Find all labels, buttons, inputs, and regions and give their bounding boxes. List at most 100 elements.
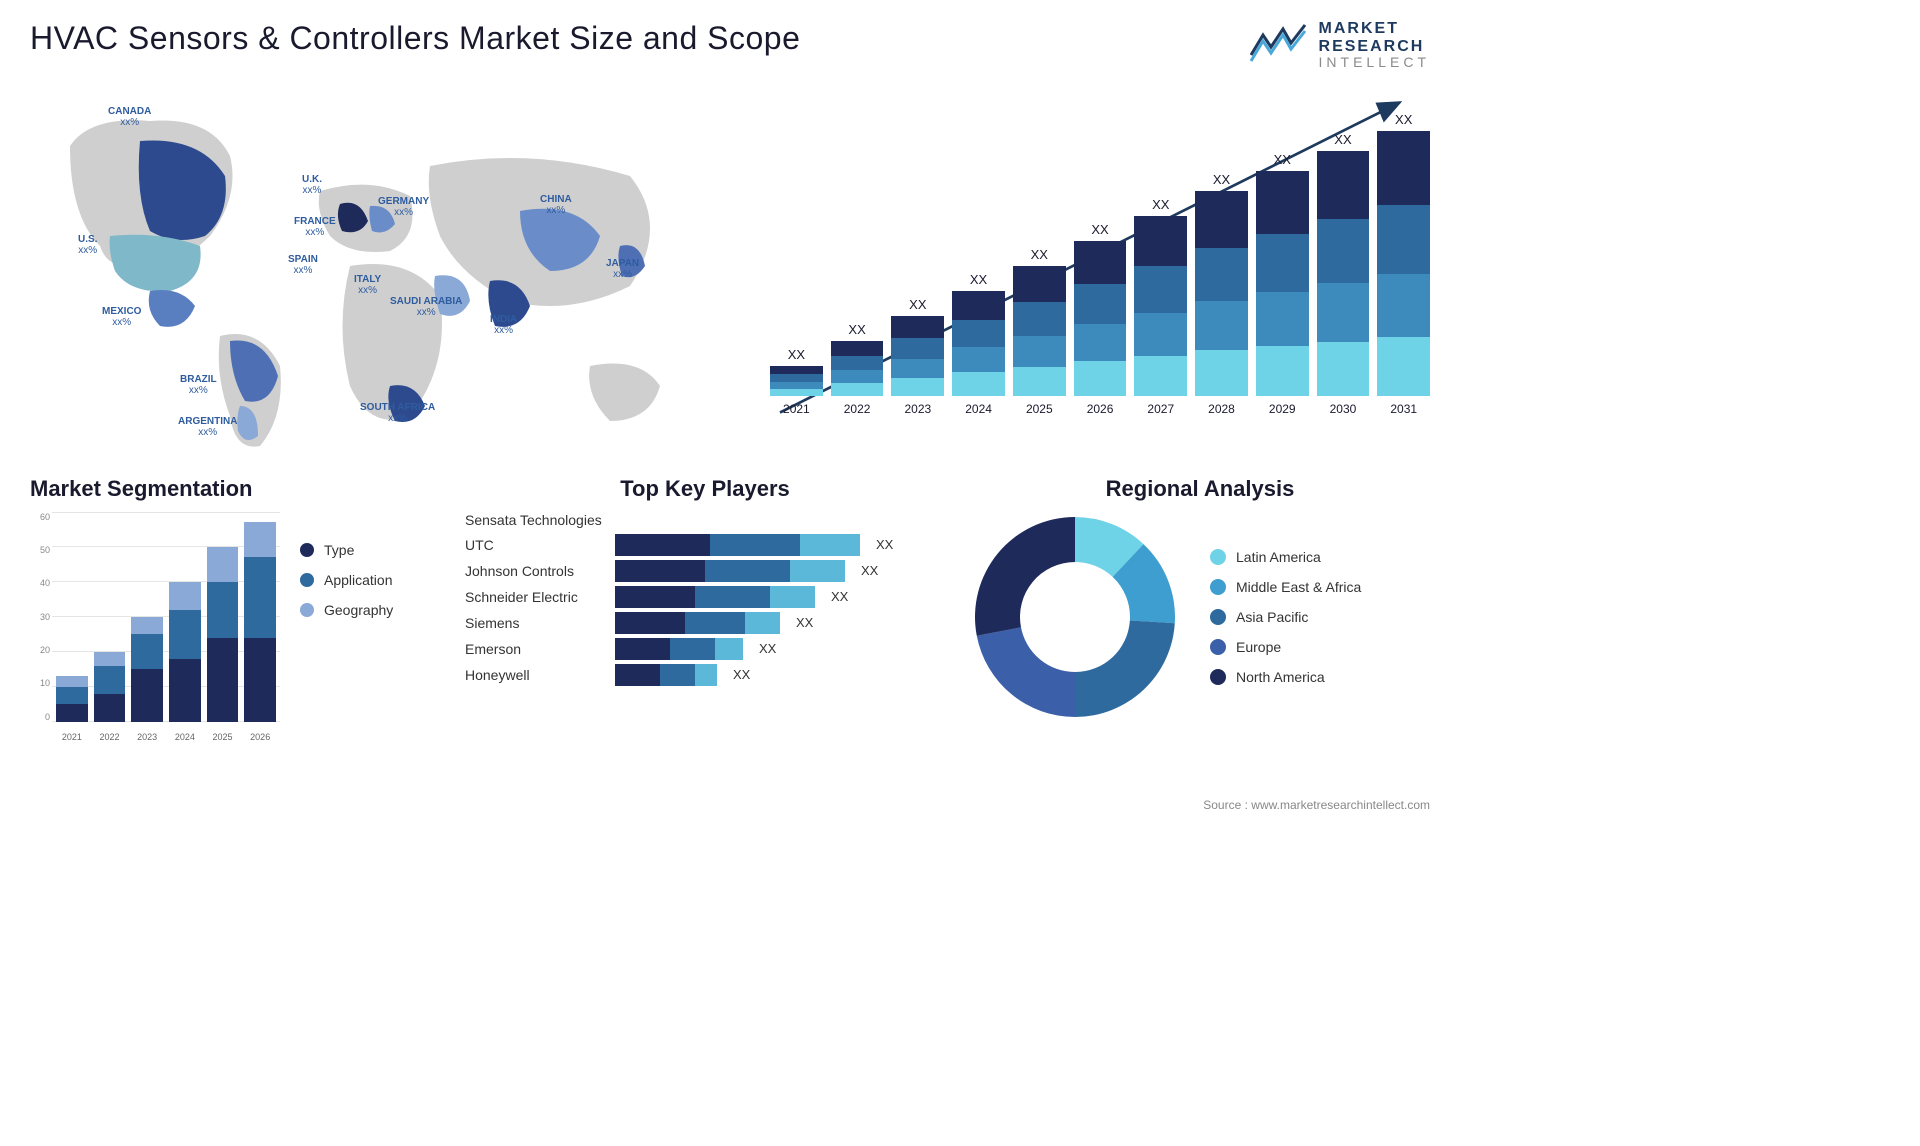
growth-bar: XX 2028: [1195, 172, 1248, 416]
segmentation-year-label: 2026: [244, 732, 276, 742]
regional-legend-item: Europe: [1210, 639, 1361, 655]
growth-bar: XX2023: [891, 297, 944, 416]
regional-legend-item: North America: [1210, 669, 1361, 685]
players-list: Sensata Technologies UTCXX Johnson Control…: [465, 512, 945, 686]
player-row: Siemens XX: [465, 612, 945, 634]
map-label: CHINAxx%: [540, 194, 572, 216]
player-name: Honeywell: [465, 667, 605, 683]
segmentation-legend-item: Type: [300, 542, 393, 558]
map-label: SAUDI ARABIAxx%: [390, 296, 462, 318]
segmentation-panel: Market Segmentation 6050403020100 202120…: [30, 476, 440, 756]
players-title: Top Key Players: [465, 476, 945, 502]
player-value: XX: [876, 537, 893, 552]
map-label: U.S.xx%: [78, 234, 97, 256]
player-name: Siemens: [465, 615, 605, 631]
page-title: HVAC Sensors & Controllers Market Size a…: [30, 20, 800, 57]
segmentation-bar: [56, 676, 88, 722]
logo-icon: [1249, 23, 1309, 68]
growth-bar: XX 2024: [952, 272, 1005, 416]
player-row: Honeywell XX: [465, 664, 945, 686]
growth-year-label: 2030: [1330, 402, 1357, 416]
player-row: UTCXX: [465, 534, 945, 556]
segmentation-chart: 6050403020100 202120222023202420252026: [30, 512, 280, 742]
growth-bar-label: XX: [1395, 112, 1412, 127]
player-row: Schneider Electric XX: [465, 586, 945, 608]
regional-panel: Regional Analysis Latin AmericaMiddle Ea…: [970, 476, 1430, 756]
growth-bar-label: XX: [1213, 172, 1230, 187]
regional-title: Regional Analysis: [970, 476, 1430, 502]
growth-year-label: 2022: [844, 402, 871, 416]
map-label: ARGENTINAxx%: [178, 416, 237, 438]
regional-legend-item: Asia Pacific: [1210, 609, 1361, 625]
segmentation-year-label: 2023: [131, 732, 163, 742]
growth-bar-label: XX: [1334, 132, 1351, 147]
map-label: FRANCExx%: [294, 216, 336, 238]
growth-bar-label: XX: [1091, 222, 1108, 237]
player-value: XX: [733, 667, 750, 682]
player-value: XX: [796, 615, 813, 630]
segmentation-legend-item: Geography: [300, 602, 393, 618]
logo-text: MARKET RESEARCH INTELLECT: [1319, 20, 1430, 71]
map-label: BRAZILxx%: [180, 374, 217, 396]
segmentation-year-label: 2025: [207, 732, 239, 742]
map-label: JAPANxx%: [606, 258, 639, 280]
logo: MARKET RESEARCH INTELLECT: [1249, 20, 1430, 71]
growth-year-label: 2021: [783, 402, 810, 416]
player-value: XX: [831, 589, 848, 604]
segmentation-bar: [169, 582, 201, 722]
segmentation-title: Market Segmentation: [30, 476, 440, 502]
segmentation-bar: [244, 522, 276, 722]
map-label: MEXICOxx%: [102, 306, 141, 328]
players-header: Sensata Technologies: [465, 512, 945, 528]
regional-legend: Latin AmericaMiddle East & AfricaAsia Pa…: [1210, 549, 1361, 685]
donut-slice: [1075, 620, 1175, 717]
growth-bar: XX2021: [770, 347, 823, 416]
growth-bar: XX 2022: [831, 322, 884, 416]
growth-bar: XX 2030: [1317, 132, 1370, 416]
map-label: CANADAxx%: [108, 106, 151, 128]
bottom-row: Market Segmentation 6050403020100 202120…: [30, 476, 1430, 756]
player-row: Johnson ControlsXX: [465, 560, 945, 582]
header: HVAC Sensors & Controllers Market Size a…: [30, 20, 1430, 71]
map-label: U.K.xx%: [302, 174, 322, 196]
map-label: SPAINxx%: [288, 254, 318, 276]
world-map-panel: CANADAxx% U.S.xx% MEXICOxx% BRAZILxx% ARGENT…: [30, 86, 720, 456]
source-text: Source : www.marketresearchintellect.com: [1203, 798, 1430, 812]
player-name: Schneider Electric: [465, 589, 605, 605]
growth-bar: XX 2029: [1256, 152, 1309, 416]
growth-year-label: 2028: [1208, 402, 1235, 416]
segmentation-bar: [207, 547, 239, 722]
logo-line2: RESEARCH: [1319, 38, 1430, 56]
players-panel: Top Key Players Sensata Technologies UTCX…: [465, 476, 945, 756]
growth-year-label: 2024: [965, 402, 992, 416]
growth-bar-label: XX: [970, 272, 987, 287]
segmentation-legend-item: Application: [300, 572, 393, 588]
growth-bar-label: XX: [1031, 247, 1048, 262]
player-row: Emerson XX: [465, 638, 945, 660]
regional-donut: [970, 512, 1180, 722]
map-label: INDIAxx%: [490, 314, 517, 336]
player-name: Emerson: [465, 641, 605, 657]
growth-year-label: 2025: [1026, 402, 1053, 416]
growth-chart-panel: XX2021XX2022XX2023XX2024XX2025XX2026XX20…: [750, 86, 1430, 456]
segmentation-year-label: 2024: [169, 732, 201, 742]
growth-year-label: 2026: [1087, 402, 1114, 416]
player-value: XX: [861, 563, 878, 578]
segmentation-year-label: 2021: [56, 732, 88, 742]
growth-bar-label: XX: [1152, 197, 1169, 212]
growth-bar: XX 2025: [1013, 247, 1066, 416]
growth-year-label: 2031: [1390, 402, 1417, 416]
donut-slice: [977, 627, 1075, 717]
growth-bar: XX 2026: [1074, 222, 1127, 416]
regional-legend-item: Latin America: [1210, 549, 1361, 565]
segmentation-bar: [131, 617, 163, 722]
growth-bar-label: XX: [1274, 152, 1291, 167]
growth-bar: XX 2031: [1377, 112, 1430, 416]
segmentation-bar: [94, 652, 126, 722]
growth-bar-label: XX: [848, 322, 865, 337]
growth-bar-label: XX: [909, 297, 926, 312]
player-value: XX: [759, 641, 776, 656]
segmentation-legend: Type Application Geography: [300, 512, 393, 742]
growth-year-label: 2029: [1269, 402, 1296, 416]
map-label: ITALYxx%: [354, 274, 381, 296]
